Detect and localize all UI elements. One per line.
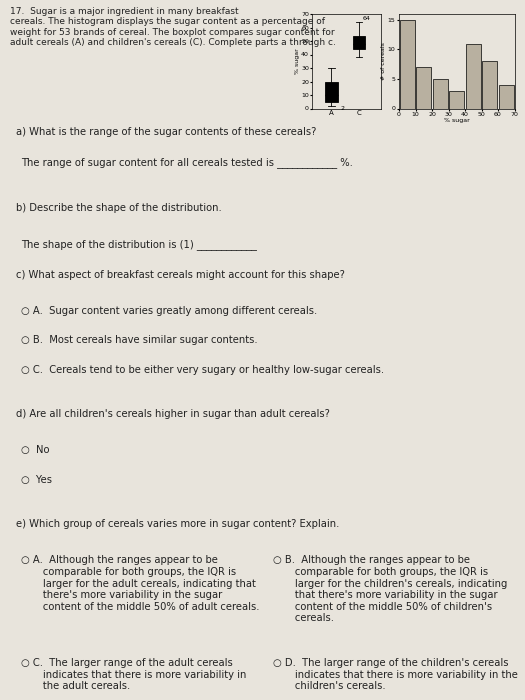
Bar [400, 20, 415, 108]
Y-axis label: % sugar: % sugar [295, 48, 300, 74]
Text: ○ B.  Although the ranges appear to be
       comparable for both groups, the IQ: ○ B. Although the ranges appear to be co… [273, 555, 507, 624]
PathPatch shape [353, 36, 365, 49]
Text: 2: 2 [340, 106, 344, 111]
Text: ○ A.  Although the ranges appear to be
       comparable for both groups, the IQ: ○ A. Although the ranges appear to be co… [21, 555, 259, 612]
Text: ○ B.  Most cereals have similar sugar contents.: ○ B. Most cereals have similar sugar con… [21, 335, 258, 345]
PathPatch shape [326, 81, 338, 102]
Text: ○ C.  Cereals tend to be either very sugary or healthy low-sugar cereals.: ○ C. Cereals tend to be either very suga… [21, 365, 384, 374]
Text: ○ C.  The larger range of the adult cereals
       indicates that there is more : ○ C. The larger range of the adult cerea… [21, 658, 246, 692]
Text: ○  No: ○ No [21, 445, 49, 456]
Bar [499, 85, 514, 108]
Y-axis label: # of cereals: # of cereals [381, 42, 386, 80]
Bar [433, 79, 448, 108]
Text: d) Are all children's cereals higher in sugar than adult cereals?: d) Are all children's cereals higher in … [16, 409, 330, 419]
Text: ○  Yes: ○ Yes [21, 475, 52, 485]
X-axis label: % sugar: % sugar [444, 118, 470, 123]
Text: e) Which group of cereals varies more in sugar content? Explain.: e) Which group of cereals varies more in… [16, 519, 339, 529]
Text: c) What aspect of breakfast cereals might account for this shape?: c) What aspect of breakfast cereals migh… [16, 270, 344, 279]
Bar [416, 67, 432, 108]
Text: 17.  Sugar is a major ingredient in many breakfast
cereals. The histogram displa: 17. Sugar is a major ingredient in many … [10, 7, 337, 47]
Text: The range of sugar content for all cereals tested is ____________ %.: The range of sugar content for all cerea… [21, 158, 353, 168]
Text: a) What is the range of the sugar contents of these cereals?: a) What is the range of the sugar conten… [16, 127, 316, 136]
Text: ○ A.  Sugar content varies greatly among different cereals.: ○ A. Sugar content varies greatly among … [21, 306, 317, 316]
Text: ○ D.  The larger range of the children's cereals
       indicates that there is : ○ D. The larger range of the children's … [273, 658, 518, 692]
Bar [449, 91, 464, 108]
Bar [482, 62, 497, 108]
Bar [466, 43, 481, 108]
Text: 64: 64 [363, 15, 371, 21]
Text: The shape of the distribution is (1) ____________: The shape of the distribution is (1) ___… [21, 239, 257, 250]
Text: b) Describe the shape of the distribution.: b) Describe the shape of the distributio… [16, 202, 222, 213]
